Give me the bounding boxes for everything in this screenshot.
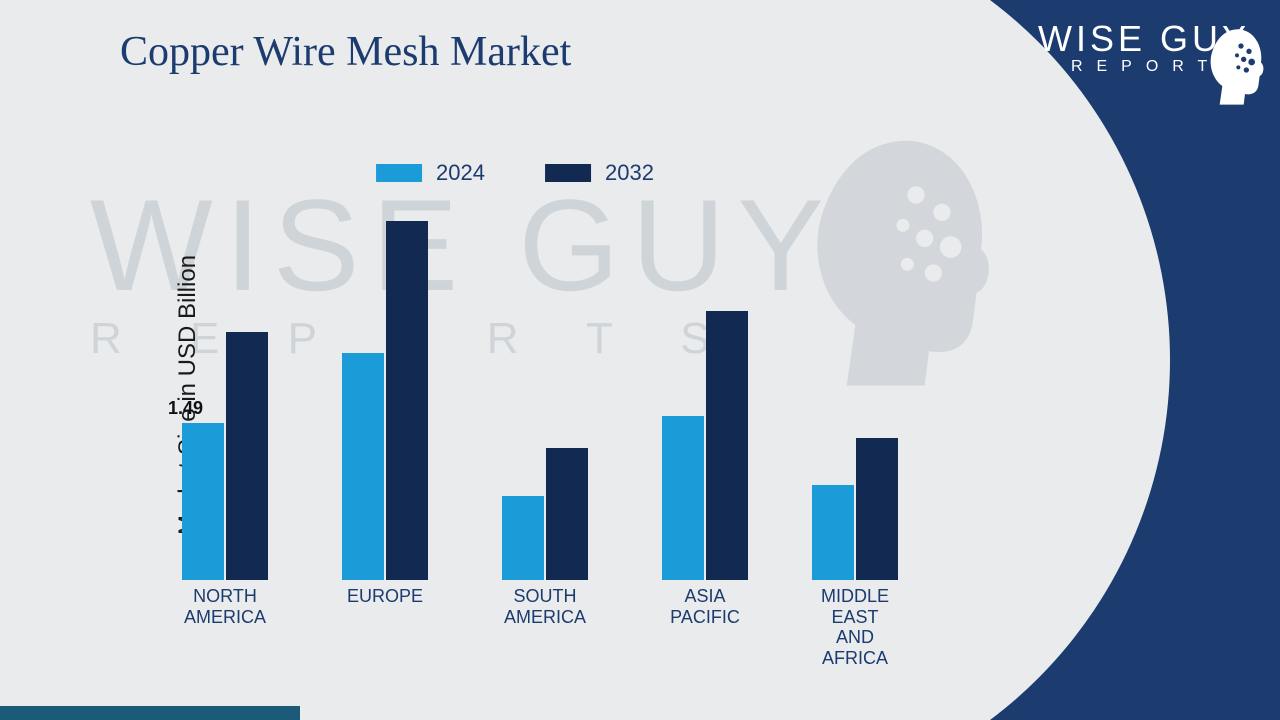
bar-group: ASIAPACIFIC xyxy=(640,311,770,580)
x-axis-category-label: EUROPE xyxy=(315,586,455,607)
x-axis-category-label: NORTHAMERICA xyxy=(155,586,295,627)
x-axis-category-label: SOUTHAMERICA xyxy=(475,586,615,627)
bottom-accent-bar xyxy=(0,706,300,720)
page-root: WISE GUY R E P O R T S Copper Wire Mesh … xyxy=(0,0,1280,720)
bar-2032 xyxy=(706,311,748,580)
bar-value-label: 1.49 xyxy=(168,398,203,419)
bar-group: 1.49NORTHAMERICA xyxy=(160,332,290,580)
bar-2032 xyxy=(386,221,428,580)
chart-legend: 2024 2032 xyxy=(376,160,654,186)
bar-2024 xyxy=(502,496,544,580)
legend-label-2024: 2024 xyxy=(436,160,485,186)
bar-2032 xyxy=(546,448,588,580)
bar-2024 xyxy=(812,485,854,580)
legend-item-2024: 2024 xyxy=(376,160,485,186)
chart-title: Copper Wire Mesh Market xyxy=(120,28,571,76)
x-axis-category-label: MIDDLEEASTANDAFRICA xyxy=(785,586,925,669)
bar-2032 xyxy=(856,438,898,581)
legend-item-2032: 2032 xyxy=(545,160,654,186)
bar-2024 xyxy=(182,423,224,580)
bar-2032 xyxy=(226,332,268,580)
bar-group: MIDDLEEASTANDAFRICA xyxy=(790,438,920,581)
brand-logo: WISE GUY REPORTS xyxy=(1038,18,1250,76)
legend-label-2032: 2032 xyxy=(605,160,654,186)
plot-area: 1.49NORTHAMERICAEUROPESOUTHAMERICAASIAPA… xyxy=(140,200,930,580)
bar-2024 xyxy=(662,416,704,580)
bar-group: SOUTHAMERICA xyxy=(480,448,610,580)
legend-swatch-2032 xyxy=(545,164,591,182)
logo-head-icon xyxy=(1198,26,1268,106)
x-axis-category-label: ASIAPACIFIC xyxy=(635,586,775,627)
bar-group: EUROPE xyxy=(320,221,450,580)
legend-swatch-2024 xyxy=(376,164,422,182)
bar-chart: Market Size in USD Billion 2024 2032 1.4… xyxy=(100,160,930,630)
bar-2024 xyxy=(342,353,384,580)
